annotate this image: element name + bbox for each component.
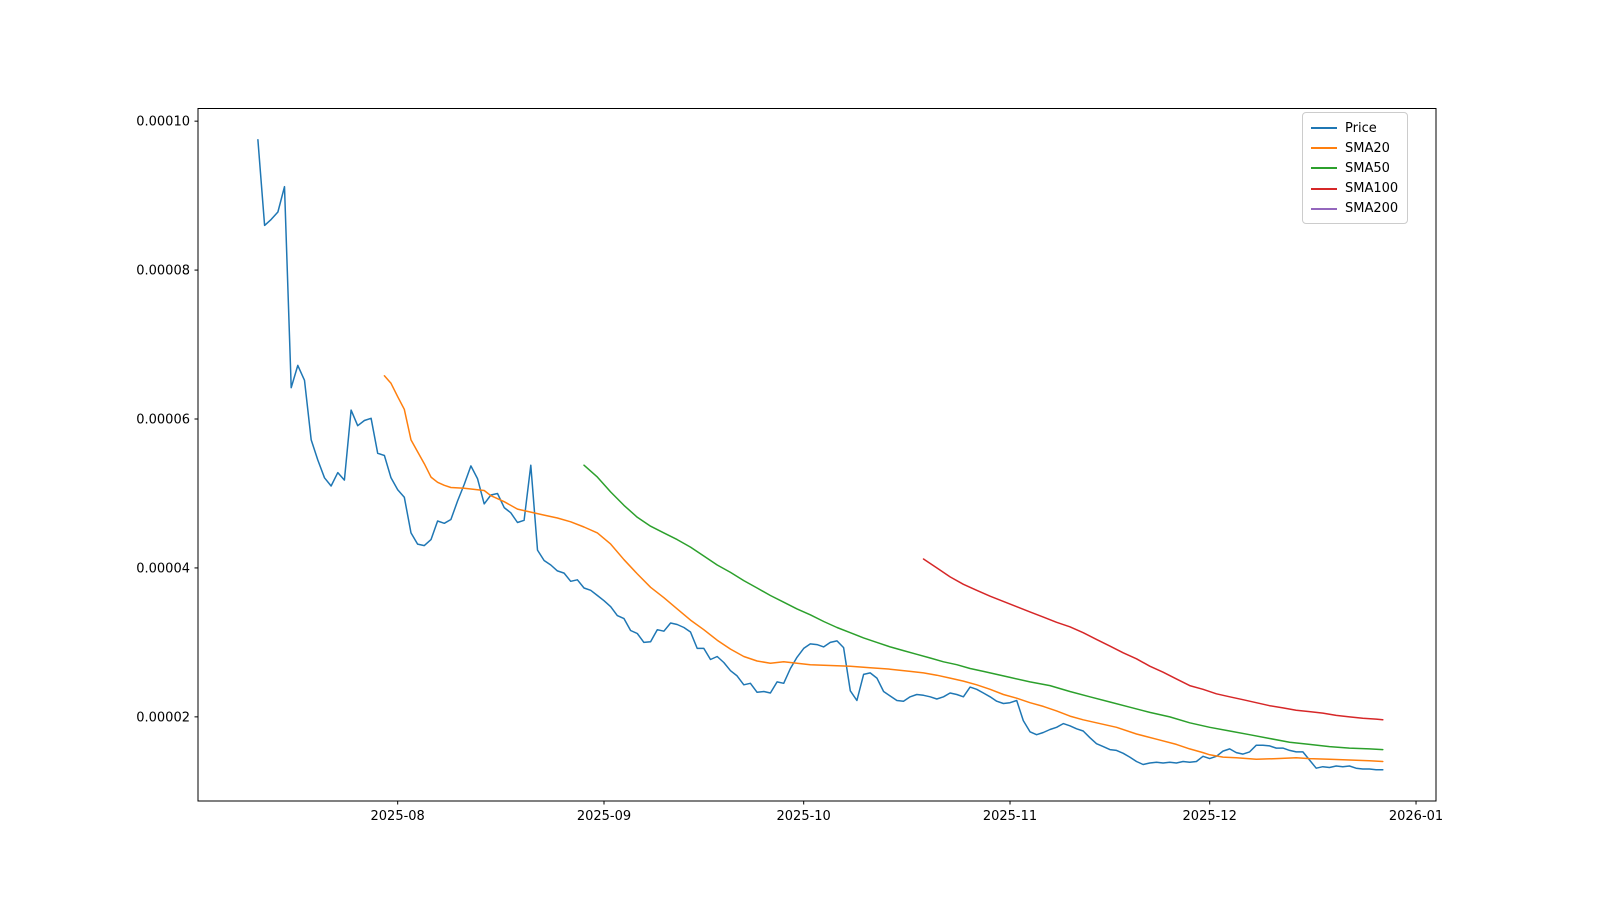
y-tick-label: 0.00010 <box>136 115 190 130</box>
x-tick-label: 2025-12 <box>1183 809 1237 824</box>
y-tick-label: 0.00004 <box>136 561 190 576</box>
x-tick-label: 2026-01 <box>1389 809 1443 824</box>
y-tick-label: 0.00002 <box>136 710 190 725</box>
legend-label: SMA20 <box>1345 140 1390 156</box>
legend-line-swatch <box>1311 147 1337 150</box>
legend-line-swatch <box>1311 187 1337 190</box>
legend-item-price: Price <box>1311 118 1398 138</box>
legend-item-sma100: SMA100 <box>1311 179 1398 199</box>
legend-line-swatch <box>1311 127 1337 130</box>
x-tick-label: 2025-11 <box>983 809 1037 824</box>
series-line-sma20 <box>383 375 1384 763</box>
legend-label: Price <box>1345 120 1377 136</box>
legend-item-sma20: SMA20 <box>1311 138 1398 158</box>
series-line-sma100 <box>922 558 1384 721</box>
x-axis: 2025-08 2025-09 2025-10 2025-11 2025-12 2026-… <box>371 801 1443 824</box>
x-tick-label: 2025-09 <box>577 809 631 824</box>
legend-item-sma50: SMA50 <box>1311 158 1398 178</box>
x-tick-label: 2025-08 <box>371 809 425 824</box>
legend: Price SMA20 SMA50 SMA100 SMA200 <box>1302 112 1409 224</box>
legend-item-sma200: SMA200 <box>1311 199 1398 219</box>
legend-line-swatch <box>1311 207 1337 210</box>
legend-label: SMA50 <box>1345 160 1390 176</box>
y-axis: 0.00002 0.00004 0.00006 0.00008 0.00010 <box>136 115 198 725</box>
legend-label: SMA100 <box>1345 181 1399 197</box>
plot-frame <box>197 108 1437 802</box>
x-tick-label: 2025-10 <box>777 809 831 824</box>
series-lines <box>257 139 1384 771</box>
series-line-price <box>257 139 1384 771</box>
y-tick-label: 0.00006 <box>136 413 190 428</box>
plot-area <box>198 108 1436 801</box>
legend-line-swatch <box>1311 167 1337 170</box>
series-line-sma50 <box>583 464 1384 751</box>
y-tick-label: 0.00008 <box>136 264 190 279</box>
legend-label: SMA200 <box>1345 201 1399 217</box>
